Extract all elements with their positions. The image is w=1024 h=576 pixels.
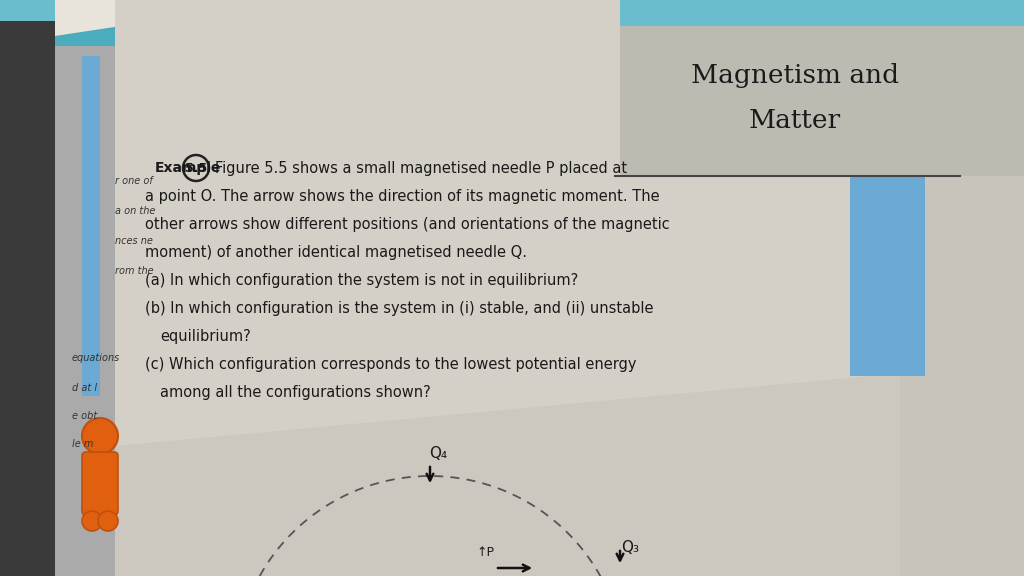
Text: (c) Which configuration corresponds to the lowest potential energy: (c) Which configuration corresponds to t… xyxy=(145,357,637,372)
Polygon shape xyxy=(115,0,900,576)
Text: Magnetism and: Magnetism and xyxy=(691,63,899,89)
FancyBboxPatch shape xyxy=(82,452,118,515)
FancyBboxPatch shape xyxy=(55,0,85,576)
Text: Q₄: Q₄ xyxy=(429,446,447,461)
FancyBboxPatch shape xyxy=(620,0,1024,26)
Circle shape xyxy=(82,418,118,454)
Text: rom the: rom the xyxy=(115,266,154,276)
Polygon shape xyxy=(55,21,680,46)
Polygon shape xyxy=(620,0,1024,176)
Text: (b) In which configuration is the system in (i) stable, and (ii) unstable: (b) In which configuration is the system… xyxy=(145,301,653,316)
Polygon shape xyxy=(55,46,115,576)
Text: e obt: e obt xyxy=(72,411,97,421)
Text: Q₃: Q₃ xyxy=(621,540,639,555)
Text: a point O. The arrow shows the direction of its magnetic moment. The: a point O. The arrow shows the direction… xyxy=(145,188,659,203)
Polygon shape xyxy=(82,56,100,396)
Text: d at l: d at l xyxy=(72,383,97,393)
FancyBboxPatch shape xyxy=(0,0,660,36)
Text: moment) of another identical magnetised needle Q.: moment) of another identical magnetised … xyxy=(145,244,527,260)
Polygon shape xyxy=(55,0,220,36)
Text: other arrows show different positions (and orientations of the magnetic: other arrows show different positions (a… xyxy=(145,217,670,232)
Text: ↑P: ↑P xyxy=(476,545,494,559)
FancyBboxPatch shape xyxy=(850,176,925,376)
Text: among all the configurations shown?: among all the configurations shown? xyxy=(160,385,431,400)
Text: r one of: r one of xyxy=(115,176,153,186)
Text: Matter: Matter xyxy=(749,108,841,134)
Circle shape xyxy=(98,511,118,531)
Polygon shape xyxy=(0,0,680,21)
Circle shape xyxy=(82,511,102,531)
FancyBboxPatch shape xyxy=(0,0,55,576)
Text: nces ne: nces ne xyxy=(115,236,153,246)
Text: 5.5: 5.5 xyxy=(185,161,207,175)
Text: (a) In which configuration the system is not in equilibrium?: (a) In which configuration the system is… xyxy=(145,272,579,287)
Text: Figure 5.5 shows a small magnetised needle P placed at: Figure 5.5 shows a small magnetised need… xyxy=(215,161,627,176)
Text: le m: le m xyxy=(72,439,93,449)
Text: Example: Example xyxy=(155,161,221,175)
Text: equilibrium?: equilibrium? xyxy=(160,328,251,343)
Text: a on the: a on the xyxy=(115,206,156,216)
Polygon shape xyxy=(115,0,870,446)
Text: equations: equations xyxy=(72,353,120,363)
